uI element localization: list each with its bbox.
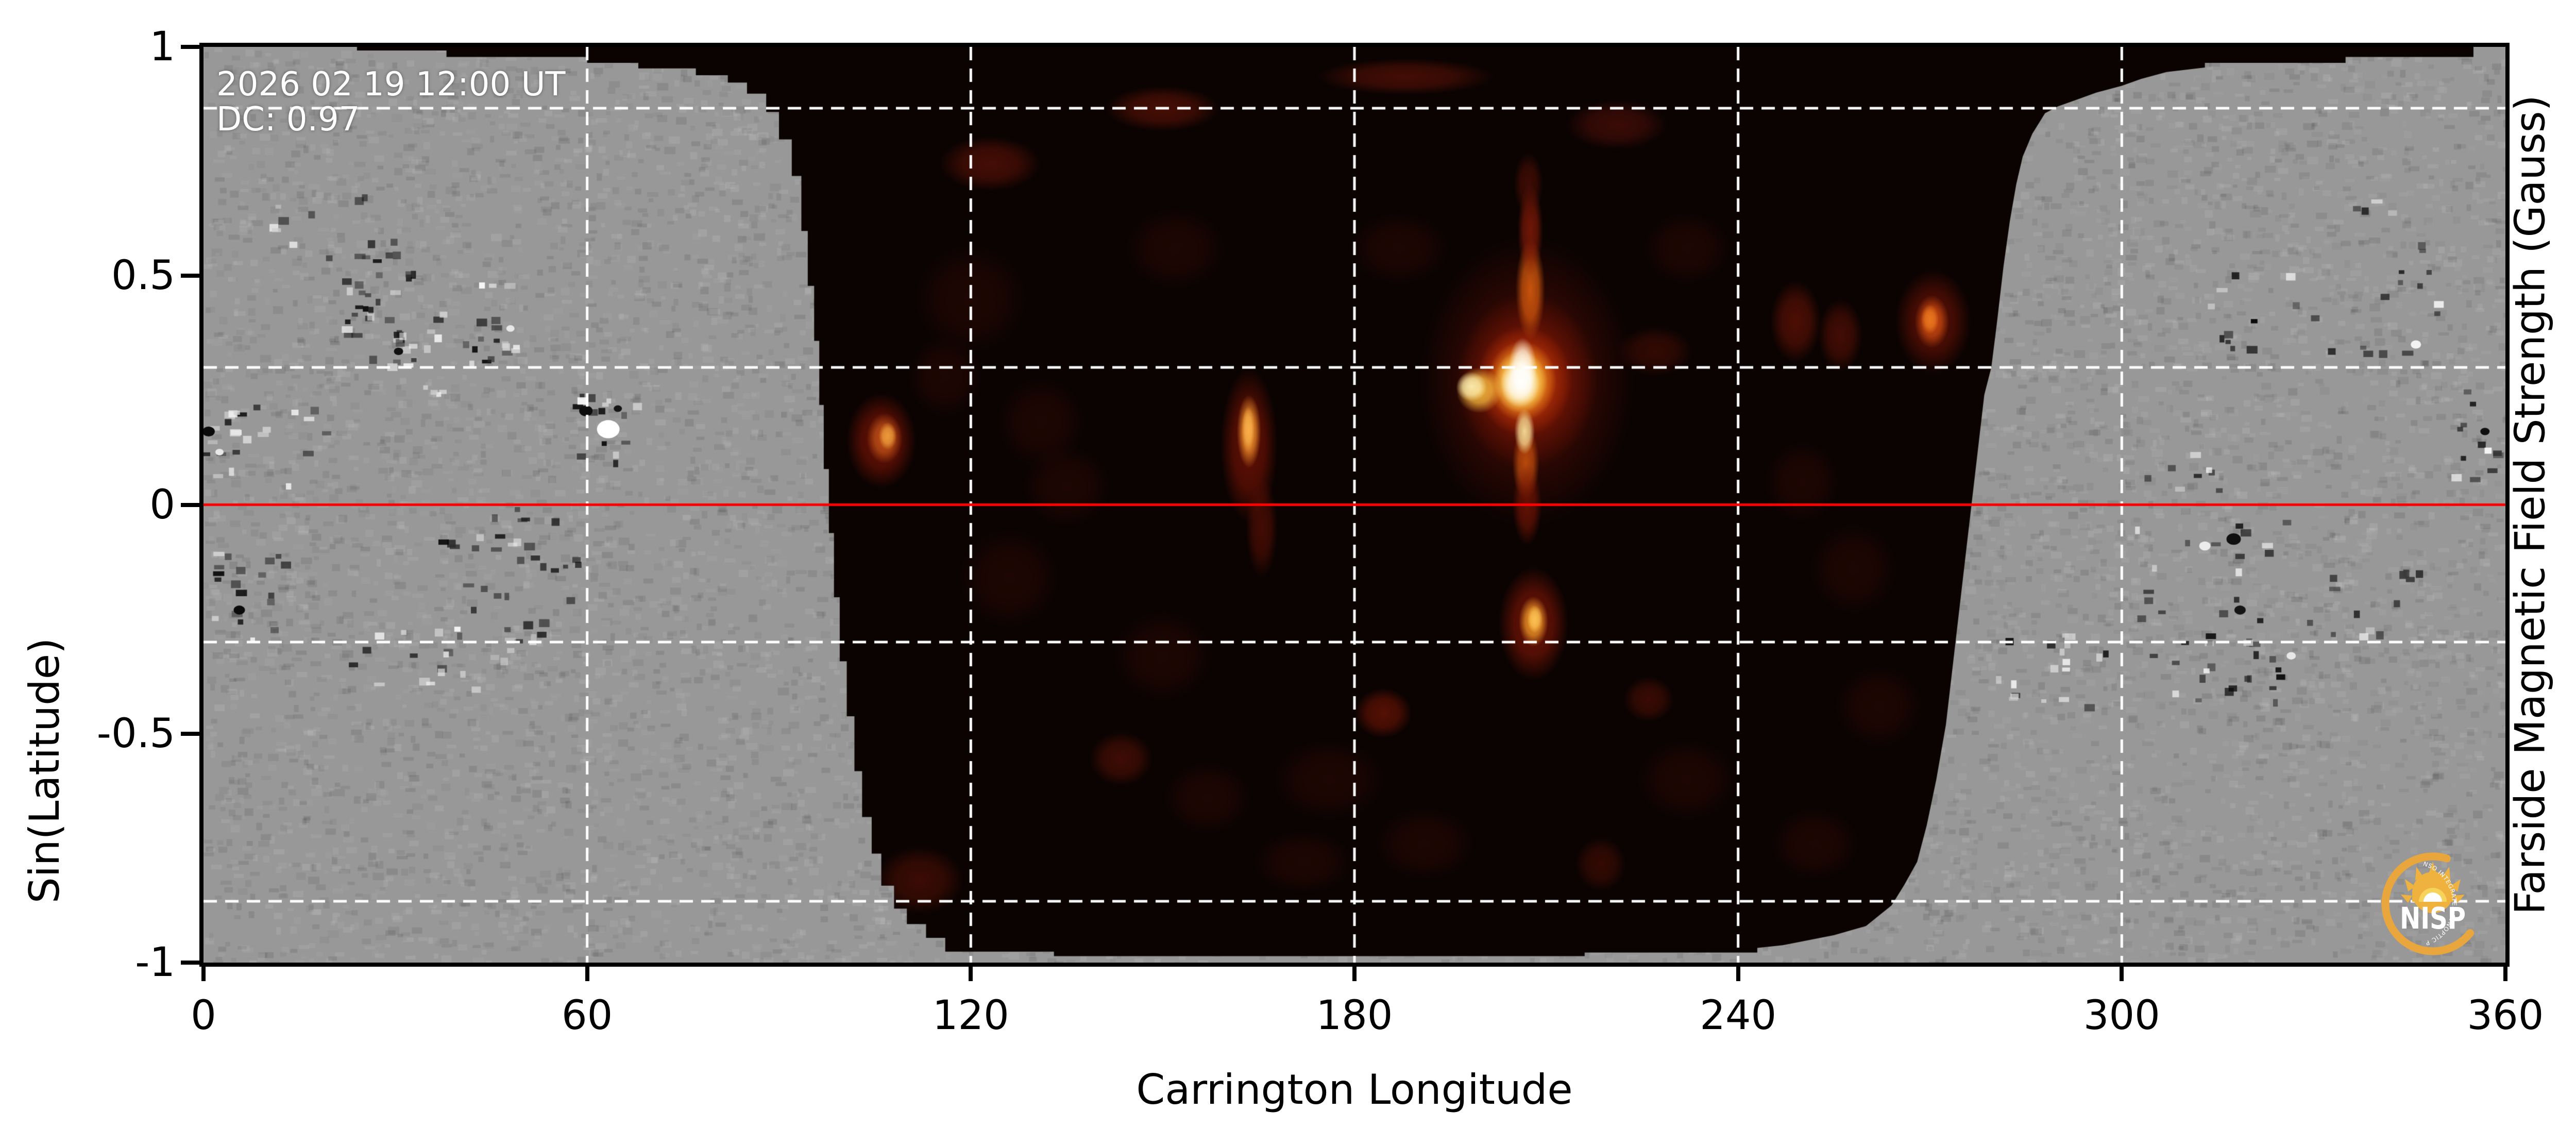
magnetogram-canvas [204,47,2505,963]
x-tick-label: 60 [562,992,613,1039]
x-tick-mark [2120,963,2124,981]
y-tick-label: -1 [135,939,175,986]
y-tick-label: 0 [149,481,175,528]
x-tick-label: 300 [2083,992,2160,1039]
x-tick-mark [1352,963,1357,981]
y-tick-mark [181,731,199,736]
nisp-logo: NISP NSO INTEGRATED SYNOPTIC PROGRAM [2376,847,2484,955]
x-tick-mark [201,963,206,981]
nisp-logo-ring-icon [2381,852,2484,955]
y-tick-label: 1 [149,24,175,70]
x-tick-mark [969,963,973,981]
x-tick-label: 0 [191,992,216,1039]
x-tick-label: 360 [2467,992,2544,1039]
y-tick-mark [181,274,199,278]
x-axis-title: Carrington Longitude [1136,1066,1573,1114]
x-tick-label: 120 [932,992,1009,1039]
nisp-logo-text: NISP [2400,901,2466,936]
y-tick-mark [181,961,199,965]
y-tick-mark [181,502,199,507]
x-tick-mark [585,963,589,981]
farside-colorbar-title: Farside Magnetic Field Strength (Gauss) [2506,95,2554,915]
map-plot-area: 2026 02 19 12:00 UT DC: 0.97 [204,47,2505,963]
y-tick-mark [181,45,199,49]
y-tick-label: -0.5 [96,710,175,757]
timestamp-annotation: 2026 02 19 12:00 UT [216,65,566,104]
duty-cycle-annotation: DC: 0.97 [216,100,360,139]
x-tick-label: 240 [1700,992,1777,1039]
x-tick-label: 180 [1316,992,1393,1039]
x-tick-mark [1736,963,1740,981]
y-axis-title: Sin(Latitude) [21,637,69,904]
x-tick-mark [2503,963,2507,981]
y-tick-label: 0.5 [111,252,175,299]
nisp-logo-sun-icon [2401,862,2465,913]
